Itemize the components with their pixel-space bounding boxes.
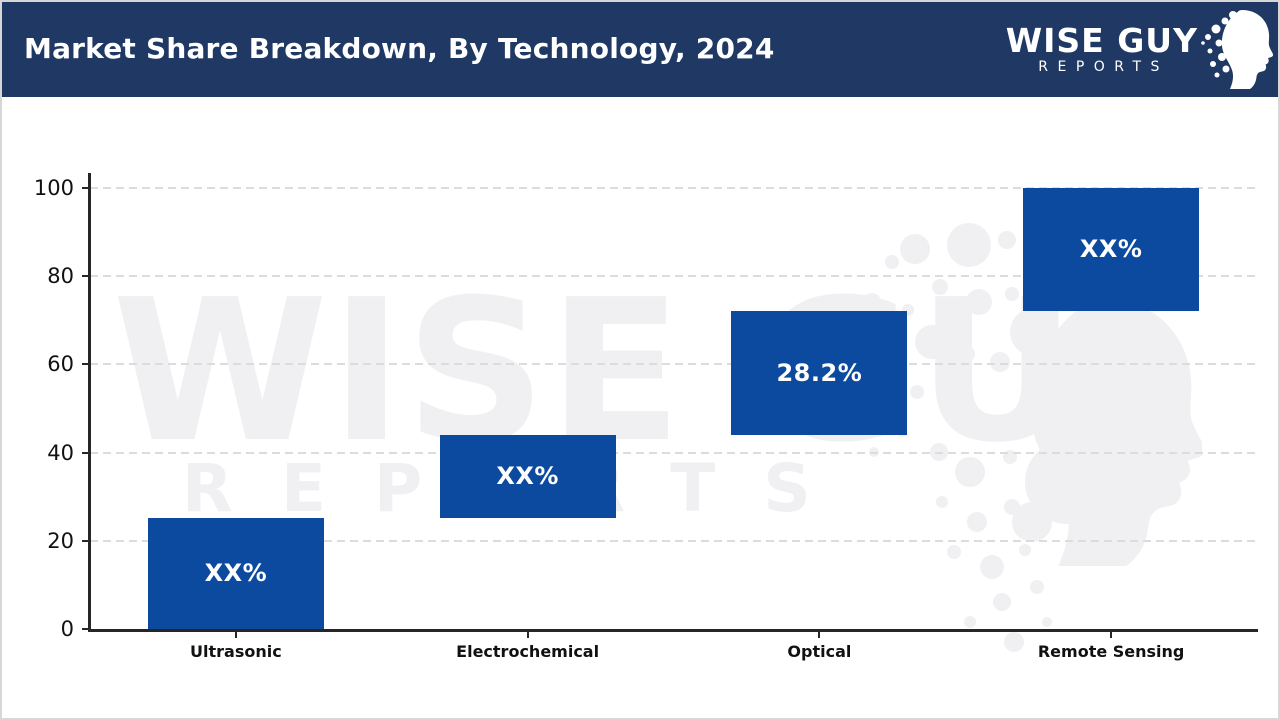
gridline-80 bbox=[90, 275, 1257, 278]
y-tick-label-80: 80 bbox=[47, 264, 74, 289]
y-tick-mark-80 bbox=[82, 275, 90, 278]
bar-electrochemical: XX% bbox=[439, 434, 616, 518]
y-tick-mark-60 bbox=[82, 363, 90, 366]
bar-value-label: XX% bbox=[496, 462, 559, 491]
gridline-20 bbox=[90, 539, 1257, 542]
x-tick-mark-3 bbox=[818, 631, 821, 638]
brand-logo-text: WISE GUY REPORTS bbox=[1005, 21, 1198, 76]
bar-optical: 28.2% bbox=[731, 310, 908, 435]
y-axis-line bbox=[88, 173, 91, 631]
y-tick-mark-20 bbox=[82, 539, 90, 542]
y-tick-mark-0 bbox=[82, 628, 90, 630]
bar-value-label: XX% bbox=[204, 559, 268, 588]
brand-logo: WISE GUY REPORTS bbox=[1006, 6, 1274, 92]
brand-name: WISE GUY bbox=[1005, 21, 1198, 60]
y-tick-label-0: 0 bbox=[60, 617, 74, 641]
gridline-100 bbox=[90, 187, 1257, 189]
x-tick-mark-2 bbox=[526, 631, 529, 638]
x-axis-label-3: Optical bbox=[787, 642, 852, 661]
brand-subname: REPORTS bbox=[1038, 59, 1169, 75]
header-bar: Market Share Breakdown, By Technology, 2… bbox=[2, 2, 1278, 97]
y-tick-label-100: 100 bbox=[33, 176, 74, 200]
gridline-40 bbox=[90, 451, 1257, 454]
x-axis-label-1: Ultrasonic bbox=[190, 642, 282, 661]
x-tick-mark-1 bbox=[234, 631, 237, 638]
brand-face-icon bbox=[1201, 10, 1274, 89]
x-tick-mark-4 bbox=[1110, 631, 1113, 638]
x-axis-label-2: Electrochemical bbox=[456, 642, 600, 661]
bar-remote-sensing: XX% bbox=[1023, 188, 1200, 311]
y-tick-label-40: 40 bbox=[47, 440, 74, 465]
y-tick-label-20: 20 bbox=[47, 528, 74, 553]
y-tick-label-60: 60 bbox=[47, 352, 74, 377]
bar-value-label: 28.2% bbox=[776, 358, 863, 387]
y-tick-mark-100 bbox=[82, 187, 90, 189]
gridline-60 bbox=[90, 363, 1257, 366]
x-axis-label-4: Remote Sensing bbox=[1037, 642, 1185, 661]
x-axis-line bbox=[88, 629, 1258, 632]
y-tick-mark-40 bbox=[82, 451, 90, 454]
bar-ultrasonic: XX% bbox=[147, 517, 324, 629]
bar-value-label: XX% bbox=[1079, 235, 1143, 264]
chart-title: Market Share Breakdown, By Technology, 2… bbox=[24, 32, 775, 65]
